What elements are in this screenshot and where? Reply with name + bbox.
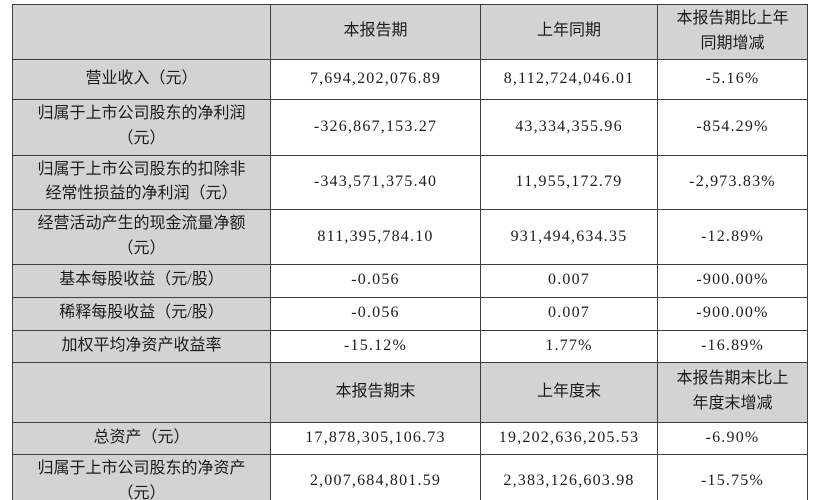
row-label: 稀释每股收益（元/股） [12,296,271,331]
table-row-net-profit: 归属于上市公司股东的净利润（元） -326,867,153.27 43,334,… [12,98,808,156]
value-current-period: -0.056 [270,263,481,298]
value-prior-period: 0.007 [480,263,658,298]
table-row-total-assets: 总资产（元） 17,878,305,106.73 19,202,636,205.… [12,421,808,455]
value-prior-year-end: 2,383,126,603.98 [480,453,658,500]
header-period-change: 本报告期比上年同期增减 [657,4,808,60]
value-change: -12.89% [657,209,808,265]
row-label: 归属于上市公司股东的扣除非经常性损益的净利润（元） [12,154,271,211]
value-current-period: -343,571,375.40 [270,154,481,211]
section1-header-row: 本报告期 上年同期 本报告期比上年同期增减 [12,4,808,60]
value-change: -900.00% [657,263,808,298]
value-prior-period: 0.007 [480,296,658,331]
row-label: 归属于上市公司股东的净资产（元） [12,453,271,500]
header-current-period: 本报告期 [270,4,481,60]
table-row-weighted-avg-roe: 加权平均净资产收益率 -15.12% 1.77% -16.89% [12,329,808,363]
row-label: 营业收入（元） [12,58,271,100]
table-row-revenue: 营业收入（元） 7,694,202,076.89 8,112,724,046.0… [12,58,808,100]
value-prior-period: 11,955,172.79 [480,154,658,211]
value-change: -16.89% [657,329,808,363]
value-current-period-end: 17,878,305,106.73 [270,421,481,455]
value-prior-period: 8,112,724,046.01 [480,58,658,100]
row-label: 加权平均净资产收益率 [12,329,271,363]
section1-corner-cell [12,4,271,60]
section2-corner-cell [12,361,271,423]
value-change: -900.00% [657,296,808,331]
table-row-net-assets: 归属于上市公司股东的净资产（元） 2,007,684,801.59 2,383,… [12,453,808,500]
row-label: 归属于上市公司股东的净利润（元） [12,98,271,156]
header-prior-year-end: 上年度末 [480,361,658,423]
value-current-period: 811,395,784.10 [270,209,481,265]
header-period-end-change: 本报告期末比上年度末增减 [657,361,808,423]
row-label: 总资产（元） [12,421,271,455]
table-row-diluted-eps: 稀释每股收益（元/股） -0.056 0.007 -900.00% [12,296,808,331]
row-label: 经营活动产生的现金流量净额（元） [12,209,271,265]
row-label: 基本每股收益（元/股） [12,263,271,298]
value-prior-period: 1.77% [480,329,658,363]
table-row-basic-eps: 基本每股收益（元/股） -0.056 0.007 -900.00% [12,263,808,298]
header-prior-period: 上年同期 [480,4,658,60]
section2-header-row: 本报告期末 上年度末 本报告期末比上年度末增减 [12,361,808,423]
table-row-net-profit-excl-nonrecurring: 归属于上市公司股东的扣除非经常性损益的净利润（元） -343,571,375.4… [12,154,808,211]
value-current-period-end: 2,007,684,801.59 [270,453,481,500]
value-current-period: -0.056 [270,296,481,331]
value-prior-period: 931,494,634.35 [480,209,658,265]
value-prior-period: 43,334,355.96 [480,98,658,156]
header-current-period-end: 本报告期末 [270,361,481,423]
value-change: -15.75% [657,453,808,500]
value-current-period: -326,867,153.27 [270,98,481,156]
value-current-period: -15.12% [270,329,481,363]
value-prior-year-end: 19,202,636,205.53 [480,421,658,455]
value-change: -5.16% [657,58,808,100]
value-change: -2,973.83% [657,154,808,211]
value-change: -6.90% [657,421,808,455]
financial-summary-table: 本报告期 上年同期 本报告期比上年同期增减 营业收入（元） 7,694,202,… [12,4,808,500]
value-change: -854.29% [657,98,808,156]
table-row-operating-cash-flow: 经营活动产生的现金流量净额（元） 811,395,784.10 931,494,… [12,209,808,265]
value-current-period: 7,694,202,076.89 [270,58,481,100]
